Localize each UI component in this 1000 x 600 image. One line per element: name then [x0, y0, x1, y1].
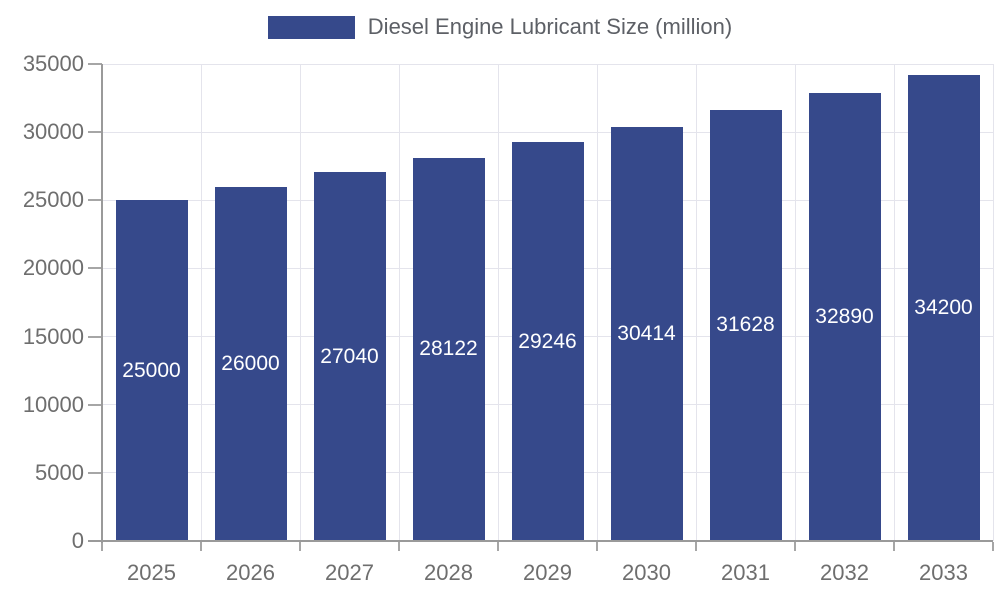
x-tick-label: 2027 — [325, 560, 374, 585]
y-axis-tick — [88, 267, 102, 270]
bar[interactable] — [610, 126, 683, 541]
x-axis-tick — [101, 542, 103, 551]
x-tick-label: 2028 — [424, 560, 473, 585]
x-gridline — [596, 64, 598, 541]
y-tick-label: 25000 — [22, 187, 84, 213]
y-axis-tick — [88, 199, 102, 202]
x-axis-tick — [794, 542, 796, 551]
bar-value-label: 27040 — [320, 344, 379, 368]
x-gridline — [695, 64, 697, 541]
y-tick-label: 0 — [71, 528, 84, 553]
x-tick-label: 2030 — [622, 560, 671, 585]
y-axis-tick — [88, 63, 102, 65]
bar-value-label: 31628 — [716, 313, 775, 337]
bar-value-label: 25000 — [122, 358, 181, 382]
x-axis-tick — [893, 542, 895, 551]
y-tick-label: 30000 — [22, 119, 84, 145]
bar[interactable] — [511, 142, 584, 541]
legend[interactable]: Diesel Engine Lubricant Size (million) — [0, 14, 1000, 40]
y-tick-label: 15000 — [22, 323, 84, 349]
bar-value-label: 32890 — [815, 304, 874, 328]
x-gridline — [794, 64, 796, 541]
x-axis-tick — [299, 542, 301, 551]
bar-value-label: 28122 — [419, 337, 478, 361]
x-axis-tick — [695, 542, 697, 551]
x-axis-tick — [992, 542, 994, 551]
y-tick-label: 20000 — [22, 255, 84, 281]
x-tick-label: 2025 — [127, 560, 176, 585]
x-gridline — [299, 64, 301, 541]
x-tick-label: 2026 — [226, 560, 275, 585]
x-axis-tick — [200, 542, 202, 551]
y-tick-label: 35000 — [22, 51, 84, 76]
y-axis-tick — [88, 131, 102, 134]
bar-value-label: 29246 — [518, 329, 577, 353]
bar[interactable] — [214, 186, 287, 541]
bar[interactable] — [907, 74, 980, 541]
legend-swatch[interactable] — [267, 15, 355, 39]
bar[interactable] — [709, 109, 782, 541]
x-tick-label: 2033 — [919, 560, 968, 585]
y-gridline — [102, 131, 993, 133]
x-gridline — [398, 64, 400, 541]
x-gridline — [200, 64, 202, 541]
x-axis-tick — [497, 542, 499, 551]
y-gridline — [102, 63, 993, 65]
x-axis-tick — [398, 542, 400, 551]
x-gridline — [992, 64, 994, 541]
x-tick-label: 2031 — [721, 560, 770, 585]
x-axis-line — [88, 540, 993, 542]
y-axis-tick — [88, 335, 102, 338]
bar[interactable] — [115, 200, 188, 541]
bar[interactable] — [313, 172, 386, 541]
bar[interactable] — [808, 92, 881, 541]
x-gridline — [893, 64, 895, 541]
y-axis-tick — [88, 403, 102, 406]
x-tick-label: 2032 — [820, 560, 869, 585]
bar-value-label: 26000 — [221, 351, 280, 375]
x-axis-tick — [596, 542, 598, 551]
legend-label: Diesel Engine Lubricant Size (million) — [367, 14, 733, 39]
y-axis-line — [101, 64, 103, 543]
bar[interactable] — [412, 157, 485, 541]
y-axis-tick — [88, 471, 102, 474]
y-tick-label: 10000 — [22, 391, 84, 417]
bar-value-label: 34200 — [914, 295, 973, 319]
bar-value-label: 30414 — [617, 321, 676, 345]
x-tick-label: 2029 — [523, 560, 572, 585]
y-tick-label: 5000 — [35, 459, 84, 485]
x-gridline — [497, 64, 499, 541]
